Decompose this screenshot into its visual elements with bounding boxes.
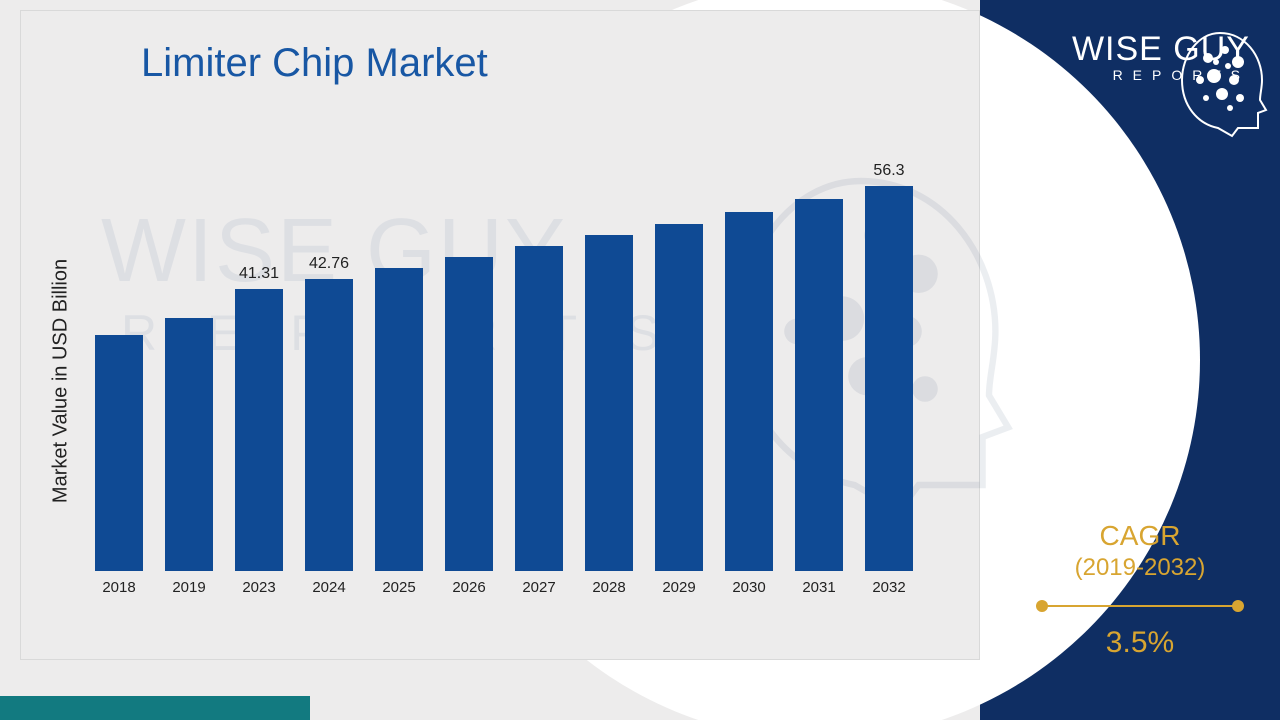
stage: WISE GUY REPORTS CAGR (2019-2032) 3.5% W… [0, 0, 1280, 720]
bar-value-label: 41.31 [239, 265, 279, 283]
bar-value-label: 56.3 [873, 162, 904, 180]
logo-sub-text: REPORTS [1072, 67, 1250, 83]
cagr-divider [1040, 596, 1240, 616]
x-tick-label: 2018 [102, 579, 135, 596]
x-tick-label: 2023 [242, 579, 275, 596]
bottom-strip [0, 696, 310, 720]
cagr-rule [1040, 605, 1240, 607]
cagr-dot-right [1232, 600, 1244, 612]
cagr-block: CAGR (2019-2032) 3.5% [1030, 520, 1250, 660]
chart-title: Limiter Chip Market [141, 41, 488, 86]
x-tick-label: 2027 [522, 579, 555, 596]
bar-plot: 20182019202341.31202442.7620252026202720… [91, 161, 931, 571]
x-tick-label: 2029 [662, 579, 695, 596]
x-tick-label: 2026 [452, 579, 485, 596]
x-tick-label: 2024 [312, 579, 345, 596]
cagr-range: (2019-2032) [1030, 554, 1250, 582]
bar [305, 279, 353, 571]
x-tick-label: 2025 [382, 579, 415, 596]
bar [165, 318, 213, 571]
bar-value-label: 42.76 [309, 255, 349, 273]
x-tick-label: 2030 [732, 579, 765, 596]
x-tick-label: 2019 [172, 579, 205, 596]
bar [375, 268, 423, 571]
brand-logo: WISE GUY REPORTS [1072, 30, 1250, 83]
bar [515, 246, 563, 571]
bar [865, 186, 913, 571]
side-panel: WISE GUY REPORTS CAGR (2019-2032) 3.5% [980, 0, 1280, 720]
cagr-value: 3.5% [1030, 626, 1250, 660]
bar [95, 335, 143, 571]
bar [655, 224, 703, 571]
bar [795, 199, 843, 571]
x-tick-label: 2031 [802, 579, 835, 596]
cagr-title: CAGR [1030, 520, 1250, 552]
cagr-dot-left [1036, 600, 1048, 612]
bar [585, 235, 633, 571]
x-tick-label: 2028 [592, 579, 625, 596]
y-axis-label: Market Value in USD Billion [50, 259, 73, 503]
x-tick-label: 2032 [872, 579, 905, 596]
chart-card: WISE GUY R E P O R T S Limiter Chip Mark… [20, 10, 980, 660]
bar [235, 289, 283, 571]
bar [445, 257, 493, 571]
bar [725, 212, 773, 571]
logo-main-text: WISE GUY [1072, 30, 1250, 69]
